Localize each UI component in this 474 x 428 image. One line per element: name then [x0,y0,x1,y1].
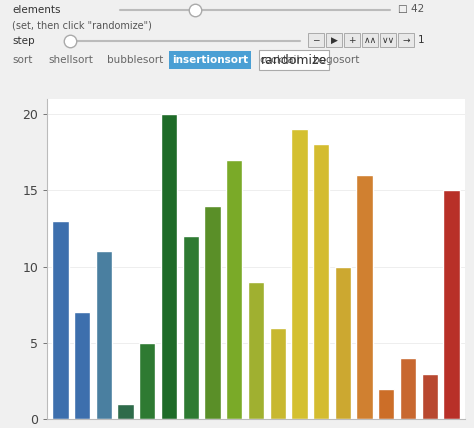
Text: →: → [402,36,410,45]
Bar [356,175,373,419]
Text: ∨∨: ∨∨ [382,36,395,45]
Text: insertionsort: insertionsort [172,55,248,65]
FancyBboxPatch shape [259,50,329,70]
Text: shellsort: shellsort [48,55,93,65]
FancyBboxPatch shape [308,33,324,48]
Bar [443,190,460,419]
Text: sort: sort [13,55,33,65]
FancyBboxPatch shape [170,51,251,69]
Bar [313,144,329,419]
Text: 1: 1 [418,35,425,45]
Text: (set, then click "randomize"): (set, then click "randomize") [12,20,152,30]
Text: bogosort: bogosort [313,55,359,65]
Bar [335,267,351,419]
Bar [378,389,394,419]
Text: bubblesort: bubblesort [107,55,163,65]
Text: □ 42: □ 42 [398,4,424,14]
Bar [52,221,69,419]
Bar [291,129,308,419]
Bar [204,205,221,419]
Bar [182,236,199,419]
FancyBboxPatch shape [398,33,414,48]
Text: randomize: randomize [261,54,327,66]
Bar [421,374,438,419]
FancyBboxPatch shape [326,33,342,48]
Bar [74,312,91,419]
Text: step: step [12,36,35,46]
Bar [96,251,112,419]
Text: +: + [348,36,356,45]
FancyBboxPatch shape [380,33,396,48]
Text: ▶: ▶ [330,36,337,45]
FancyBboxPatch shape [362,33,378,48]
Bar [400,358,416,419]
FancyBboxPatch shape [344,33,360,48]
Text: elements: elements [12,5,61,15]
Bar [139,343,155,419]
Bar [161,114,177,419]
Bar [270,328,286,419]
Text: cocktail: cocktail [260,55,300,65]
Text: ∧∧: ∧∧ [364,36,377,45]
Bar [118,404,134,419]
Bar [226,160,242,419]
Bar [248,282,264,419]
Text: −: − [312,36,320,45]
